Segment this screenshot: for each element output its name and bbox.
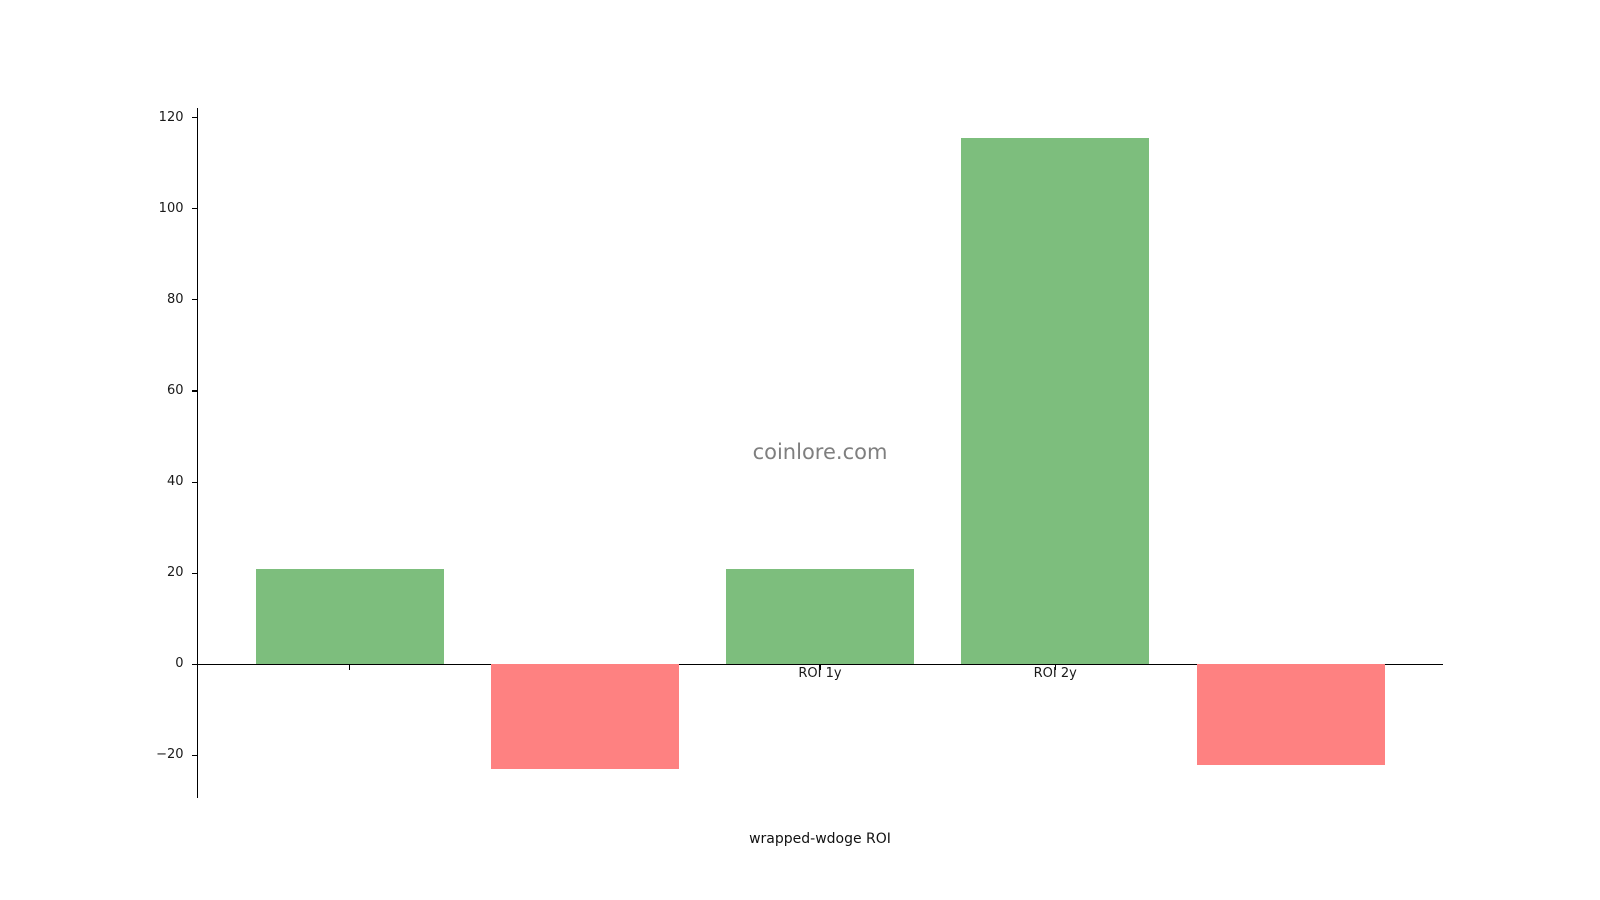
y-tick xyxy=(191,572,198,574)
roi-bar-col-5 xyxy=(1196,664,1385,765)
y-tick xyxy=(191,754,198,756)
roi-bar-roi-1y xyxy=(726,568,914,665)
y-axis-spine xyxy=(196,108,199,798)
watermark-text: coinlore.com xyxy=(752,440,888,464)
y-tick xyxy=(191,299,198,301)
y-tick xyxy=(191,390,198,392)
y-tick xyxy=(191,663,198,665)
y-tick xyxy=(191,208,198,210)
x-tick xyxy=(348,664,351,671)
y-tick-label: −20 xyxy=(156,747,184,763)
y-tick-label: 80 xyxy=(166,291,184,307)
y-tick-label: 20 xyxy=(166,565,184,581)
y-tick-label: 60 xyxy=(166,383,184,398)
y-tick-label: 100 xyxy=(158,200,184,216)
roi-bar-roi-2y xyxy=(961,138,1150,665)
roi-bar-col-2 xyxy=(490,664,679,770)
y-tick-label: 0 xyxy=(175,656,184,672)
roi-bar-col-1 xyxy=(255,568,444,665)
x-tick xyxy=(1054,664,1056,671)
y-tick-label: 40 xyxy=(166,474,184,490)
x-tick-label: ROI 1y xyxy=(798,666,842,681)
y-tick xyxy=(191,481,198,483)
y-tick xyxy=(191,117,198,119)
x-tick xyxy=(819,664,821,671)
chart-title: wrapped-wdoge ROI xyxy=(749,831,891,847)
y-tick-label: 120 xyxy=(158,109,184,125)
x-tick-label: ROI 2y xyxy=(1033,666,1077,681)
